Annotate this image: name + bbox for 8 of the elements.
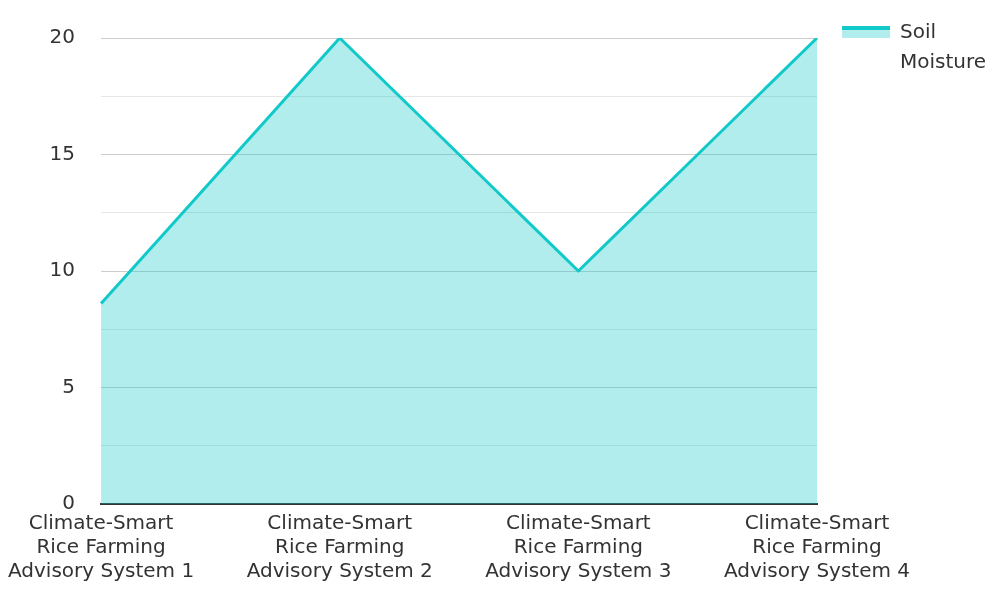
y-tick-label: 15 <box>49 140 76 165</box>
x-tick-label: Climate-Smart Rice Farming Advisory System 4 <box>723 510 911 583</box>
y-tick-label: 10 <box>49 257 76 282</box>
y-tick-label: 20 <box>49 24 76 49</box>
y-tick-label: 5 <box>62 373 76 398</box>
x-tick-label: Climate-Smart Rice Farming Advisory System 2 <box>246 510 433 583</box>
legend-label: Soil Moisture <box>900 18 988 75</box>
x-tick-label: Climate-Smart Rice Farming Advisory System 3 <box>485 510 672 583</box>
